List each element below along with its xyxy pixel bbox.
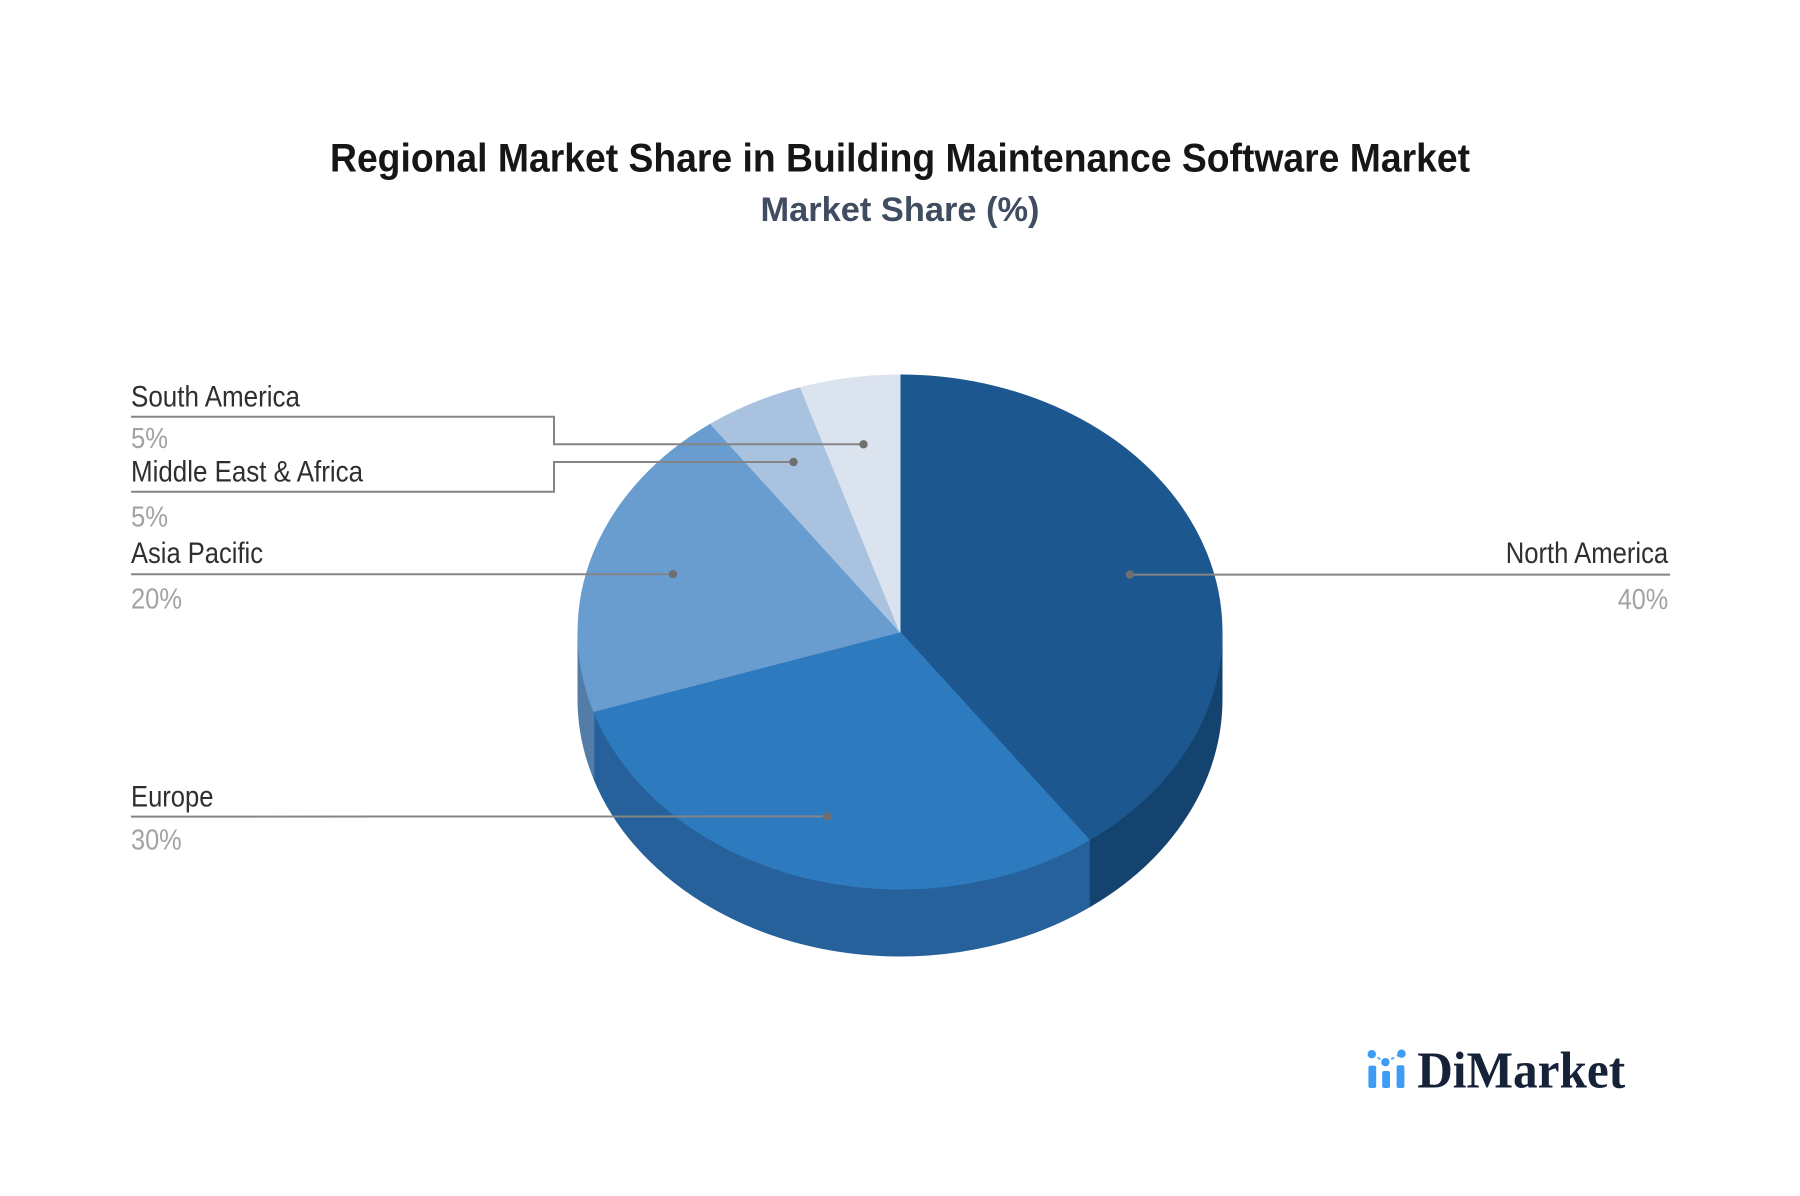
svg-text:North America: North America bbox=[1506, 537, 1669, 570]
svg-text:Asia Pacific: Asia Pacific bbox=[131, 537, 263, 570]
svg-text:20%: 20% bbox=[131, 583, 182, 615]
svg-text:DiMarket: DiMarket bbox=[1417, 1043, 1626, 1100]
svg-text:South America: South America bbox=[131, 380, 300, 413]
svg-text:40%: 40% bbox=[1618, 584, 1669, 616]
svg-text:30%: 30% bbox=[131, 824, 182, 856]
svg-text:Regional Market Share in Build: Regional Market Share in Building Mainte… bbox=[330, 136, 1470, 180]
svg-text:5%: 5% bbox=[131, 423, 168, 455]
svg-text:Middle East & Africa: Middle East & Africa bbox=[131, 456, 363, 489]
svg-text:Market Share (%): Market Share (%) bbox=[761, 191, 1040, 229]
svg-text:Europe: Europe bbox=[131, 781, 214, 814]
svg-text:5%: 5% bbox=[131, 502, 168, 534]
